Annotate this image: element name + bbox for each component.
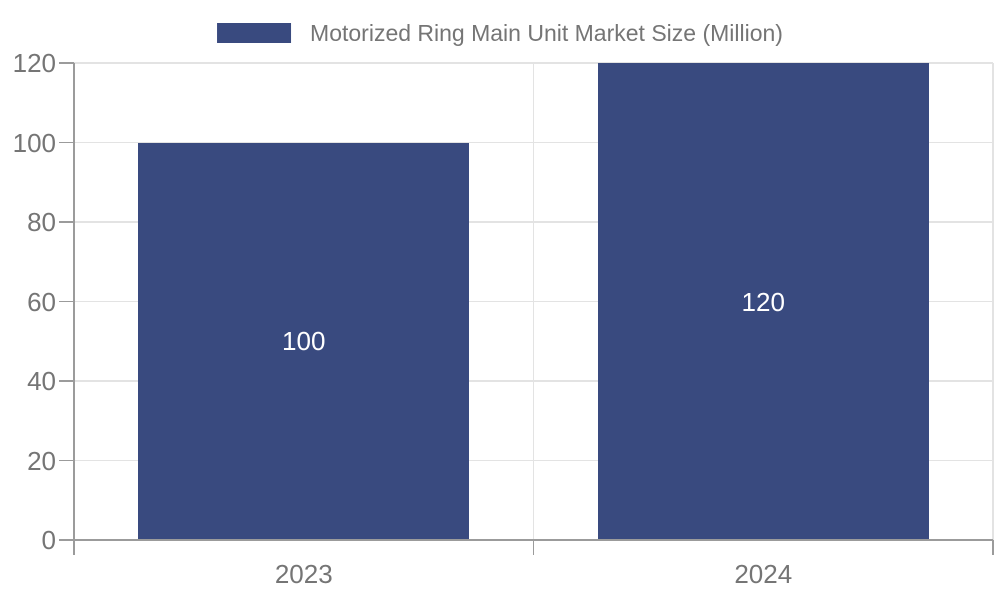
legend-swatch-icon [217,23,292,43]
y-tick-label: 0 [41,525,56,555]
gridline-x [532,63,535,540]
bar-value-label: 120 [741,286,785,317]
y-tick-label: 100 [12,127,56,158]
x-axis-line [74,539,993,541]
y-tick-label: 80 [27,207,56,237]
y-axis-tick [59,300,74,303]
y-tick-label: 60 [27,286,56,317]
x-axis-tick [992,540,994,555]
bar-2023[interactable] [138,142,470,539]
y-tick-label: 120 [12,48,56,78]
legend-label: Motorized Ring Main Unit Market Size (Mi… [310,19,783,46]
x-axis-tick [73,540,75,555]
gridline-x [992,63,994,540]
y-axis-tick [59,539,74,541]
bar-2024[interactable] [597,63,929,539]
bar-value-label: 100 [282,326,326,357]
x-tick-label: 2024 [734,559,793,589]
y-tick-label: 20 [27,445,56,476]
y-axis-tick [59,221,74,223]
y-axis-tick [59,141,74,144]
x-axis-tick [532,540,535,555]
y-axis-tick [59,62,74,64]
legend[interactable]: Motorized Ring Main Unit Market Size (Mi… [217,13,783,53]
y-axis-line [73,63,75,540]
y-axis-tick [59,459,74,462]
y-axis-tick [59,380,74,382]
x-tick-label: 2023 [274,559,333,589]
y-tick-label: 40 [27,366,56,396]
